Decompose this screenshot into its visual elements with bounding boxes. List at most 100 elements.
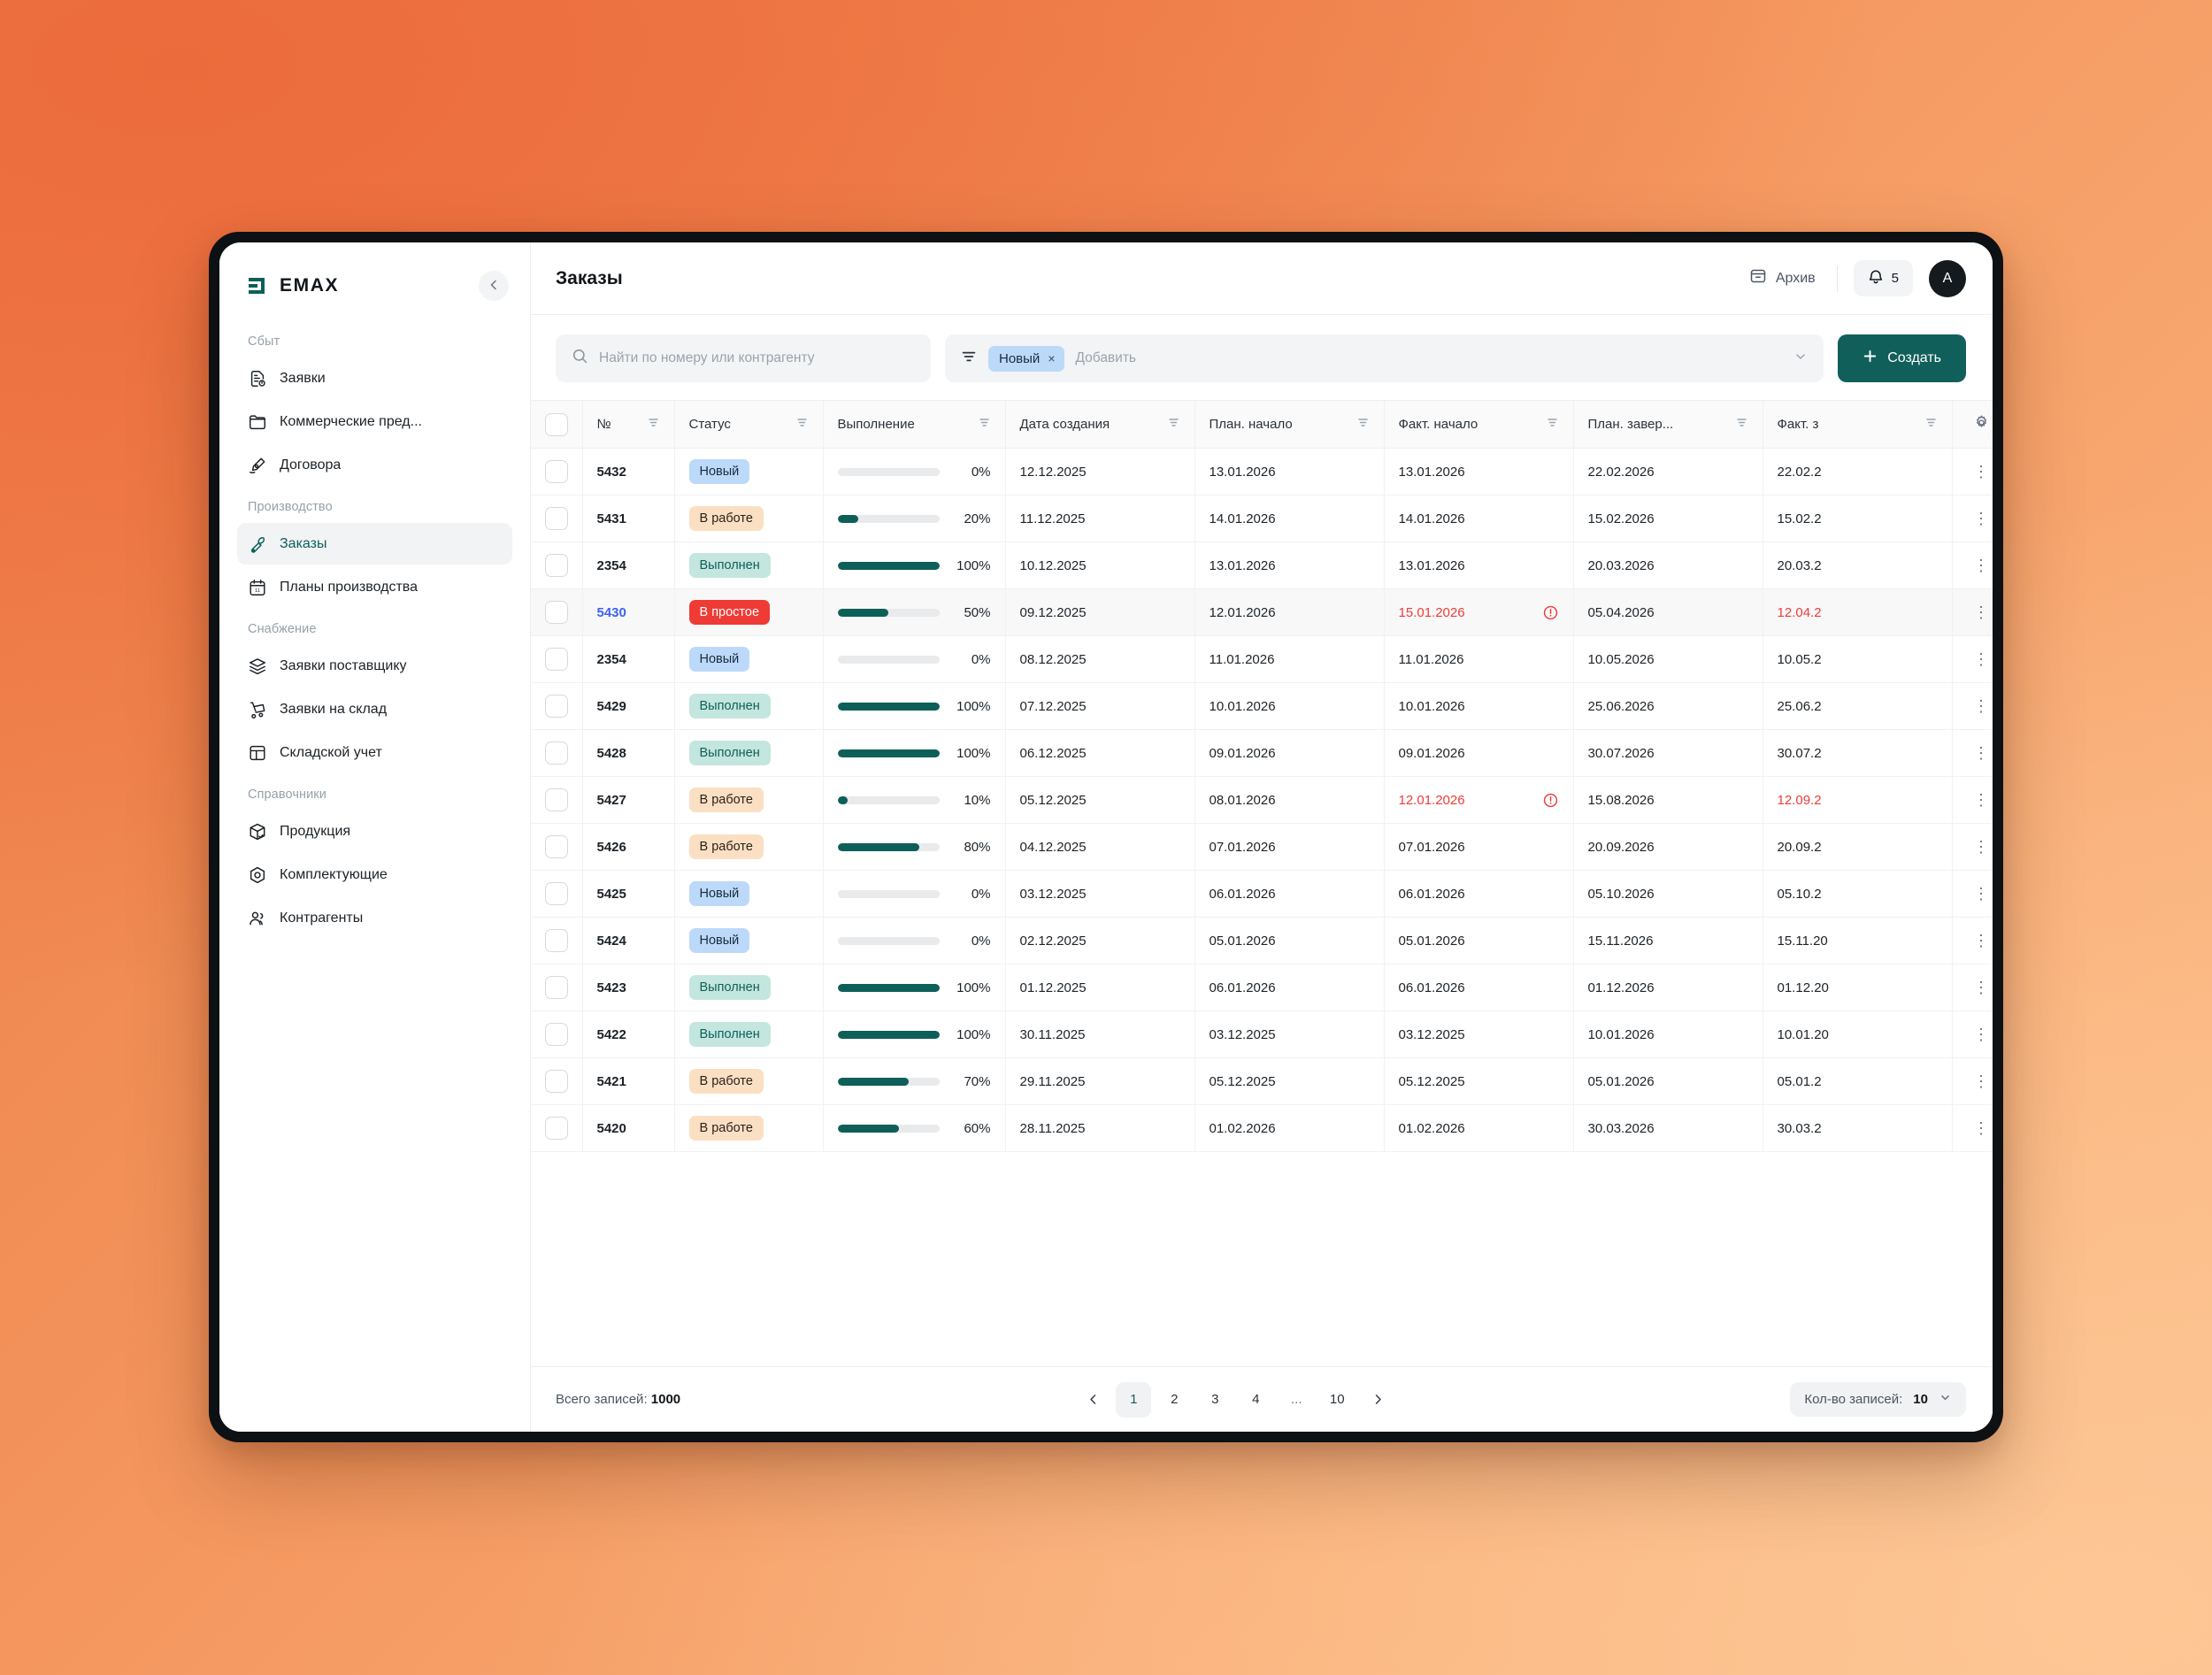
- sidebar-collapse-button[interactable]: [479, 271, 509, 301]
- cell-row-actions[interactable]: ⋮: [1952, 495, 1993, 542]
- cell-order-number[interactable]: 5421: [582, 1057, 675, 1105]
- column-header-created[interactable]: Дата создания: [1005, 400, 1195, 449]
- cell-order-number[interactable]: 5431: [582, 495, 675, 542]
- row-checkbox[interactable]: [545, 882, 568, 905]
- table-row[interactable]: 5431 В работе 20% 11.12.2025 14.01.2026 14.01…: [531, 495, 1993, 542]
- row-checkbox[interactable]: [545, 741, 568, 765]
- column-header-num[interactable]: №: [582, 400, 675, 449]
- column-header-fact_start[interactable]: Факт. начало: [1384, 400, 1574, 449]
- sidebar-item-заявки-на-склад[interactable]: Заявки на склад: [237, 688, 512, 730]
- row-select-cell[interactable]: [531, 1057, 583, 1105]
- pagination-page-10[interactable]: 10: [1329, 1392, 1345, 1407]
- select-all-checkbox[interactable]: [545, 412, 568, 436]
- cell-row-actions[interactable]: ⋮: [1952, 1010, 1993, 1058]
- row-checkbox[interactable]: [545, 1023, 568, 1046]
- cell-row-actions[interactable]: ⋮: [1952, 682, 1993, 730]
- pagination-page-4[interactable]: 4: [1252, 1392, 1260, 1407]
- row-select-cell[interactable]: [531, 776, 583, 824]
- search-input[interactable]: [599, 350, 915, 366]
- row-checkbox[interactable]: [545, 648, 568, 671]
- row-menu-icon[interactable]: ⋮: [1973, 838, 1989, 856]
- row-select-cell[interactable]: [531, 682, 583, 730]
- table-row[interactable]: 5427 В работе 10% 05.12.2025 08.01.2026 12.01…: [531, 776, 1993, 824]
- cell-row-actions[interactable]: ⋮: [1952, 823, 1993, 871]
- sidebar-item-комплектующие[interactable]: Комплектующие: [237, 854, 512, 895]
- cell-row-actions[interactable]: ⋮: [1952, 964, 1993, 1011]
- cell-order-number[interactable]: 5426: [582, 823, 675, 871]
- gear-icon[interactable]: [1973, 415, 1990, 434]
- create-button[interactable]: Создать: [1838, 334, 1966, 382]
- pagination-prev[interactable]: [1075, 1382, 1110, 1418]
- cell-row-actions[interactable]: ⋮: [1952, 448, 1993, 496]
- cell-order-number[interactable]: 2354: [582, 542, 675, 589]
- row-select-cell[interactable]: [531, 729, 583, 777]
- row-checkbox[interactable]: [545, 695, 568, 718]
- row-menu-icon[interactable]: ⋮: [1973, 463, 1989, 480]
- cell-row-actions[interactable]: ⋮: [1952, 729, 1993, 777]
- row-checkbox[interactable]: [545, 976, 568, 999]
- cell-order-number[interactable]: 5430: [582, 588, 675, 636]
- row-checkbox[interactable]: [545, 1070, 568, 1093]
- row-select-cell[interactable]: [531, 1104, 583, 1152]
- row-menu-icon[interactable]: ⋮: [1973, 979, 1989, 996]
- row-menu-icon[interactable]: ⋮: [1973, 1026, 1989, 1043]
- sidebar-item-заявки[interactable]: Заявки: [237, 357, 512, 399]
- row-menu-icon[interactable]: ⋮: [1973, 697, 1989, 715]
- pagination-page-3[interactable]: 3: [1211, 1392, 1219, 1407]
- cell-order-number[interactable]: 5420: [582, 1104, 675, 1152]
- sidebar-item-планы-производства[interactable]: 11 Планы производства: [237, 566, 512, 608]
- cell-row-actions[interactable]: ⋮: [1952, 1057, 1993, 1105]
- row-select-cell[interactable]: [531, 448, 583, 496]
- table-row[interactable]: 5423 Выполнен 100% 01.12.2025 06.01.2026 06.0…: [531, 964, 1993, 1011]
- sidebar-item-контрагенты[interactable]: Контрагенты: [237, 897, 512, 939]
- sort-icon[interactable]: [1735, 416, 1748, 433]
- cell-row-actions[interactable]: ⋮: [1952, 588, 1993, 636]
- row-checkbox[interactable]: [545, 788, 568, 811]
- row-menu-icon[interactable]: ⋮: [1973, 557, 1989, 574]
- sort-icon[interactable]: [1356, 416, 1370, 433]
- row-checkbox[interactable]: [545, 460, 568, 483]
- cell-order-number[interactable]: 5423: [582, 964, 675, 1011]
- table-row[interactable]: 5426 В работе 80% 04.12.2025 07.01.2026 07.01…: [531, 823, 1993, 871]
- pagination-page-1[interactable]: 1: [1116, 1381, 1152, 1418]
- sidebar-item-коммерческие-пред[interactable]: Коммерческие пред...: [237, 401, 512, 442]
- table-settings-header[interactable]: [1952, 400, 1993, 449]
- table-row[interactable]: 5432 Новый 0% 12.12.2025 13.01.2026 13.01.202…: [531, 448, 1993, 496]
- cell-row-actions[interactable]: ⋮: [1952, 870, 1993, 918]
- row-checkbox[interactable]: [545, 601, 568, 624]
- table-row[interactable]: 5428 Выполнен 100% 06.12.2025 09.01.2026 09.0…: [531, 729, 1993, 777]
- sidebar-item-продукция[interactable]: Продукция: [237, 811, 512, 852]
- row-menu-icon[interactable]: ⋮: [1973, 744, 1989, 762]
- table-row[interactable]: 5424 Новый 0% 02.12.2025 05.01.2026 05.01.202…: [531, 917, 1993, 964]
- cell-order-number[interactable]: 5428: [582, 729, 675, 777]
- row-select-cell[interactable]: [531, 870, 583, 918]
- brand[interactable]: EMAX: [244, 273, 339, 298]
- column-header-plan_start[interactable]: План. начало: [1194, 400, 1385, 449]
- pagination-next[interactable]: [1360, 1382, 1395, 1418]
- search-box[interactable]: [556, 334, 931, 382]
- cell-order-number[interactable]: 2354: [582, 635, 675, 683]
- sort-icon[interactable]: [795, 416, 809, 433]
- row-select-cell[interactable]: [531, 588, 583, 636]
- row-checkbox[interactable]: [545, 1117, 568, 1140]
- archive-button[interactable]: Архив: [1744, 260, 1821, 296]
- row-select-cell[interactable]: [531, 495, 583, 542]
- filter-box[interactable]: Новый × Добавить: [945, 334, 1824, 382]
- row-select-cell[interactable]: [531, 964, 583, 1011]
- row-checkbox[interactable]: [545, 554, 568, 577]
- cell-row-actions[interactable]: ⋮: [1952, 917, 1993, 964]
- table-row[interactable]: 2354 Выполнен 100% 10.12.2025 13.01.2026 13.0…: [531, 542, 1993, 589]
- cell-order-number[interactable]: 5432: [582, 448, 675, 496]
- sort-icon[interactable]: [1546, 416, 1559, 433]
- cell-row-actions[interactable]: ⋮: [1952, 776, 1993, 824]
- sidebar-item-складской-учет[interactable]: Складской учет: [237, 732, 512, 773]
- row-menu-icon[interactable]: ⋮: [1973, 1072, 1989, 1090]
- row-select-cell[interactable]: [531, 823, 583, 871]
- row-select-cell[interactable]: [531, 635, 583, 683]
- notifications-button[interactable]: 5: [1853, 260, 1913, 296]
- column-header-fact_end[interactable]: Факт. з: [1763, 400, 1953, 449]
- sidebar-item-договора[interactable]: Договора: [237, 444, 512, 486]
- cell-row-actions[interactable]: ⋮: [1952, 542, 1993, 589]
- table-row[interactable]: 5425 Новый 0% 03.12.2025 06.01.2026 06.01.202…: [531, 870, 1993, 918]
- row-menu-icon[interactable]: ⋮: [1973, 510, 1989, 527]
